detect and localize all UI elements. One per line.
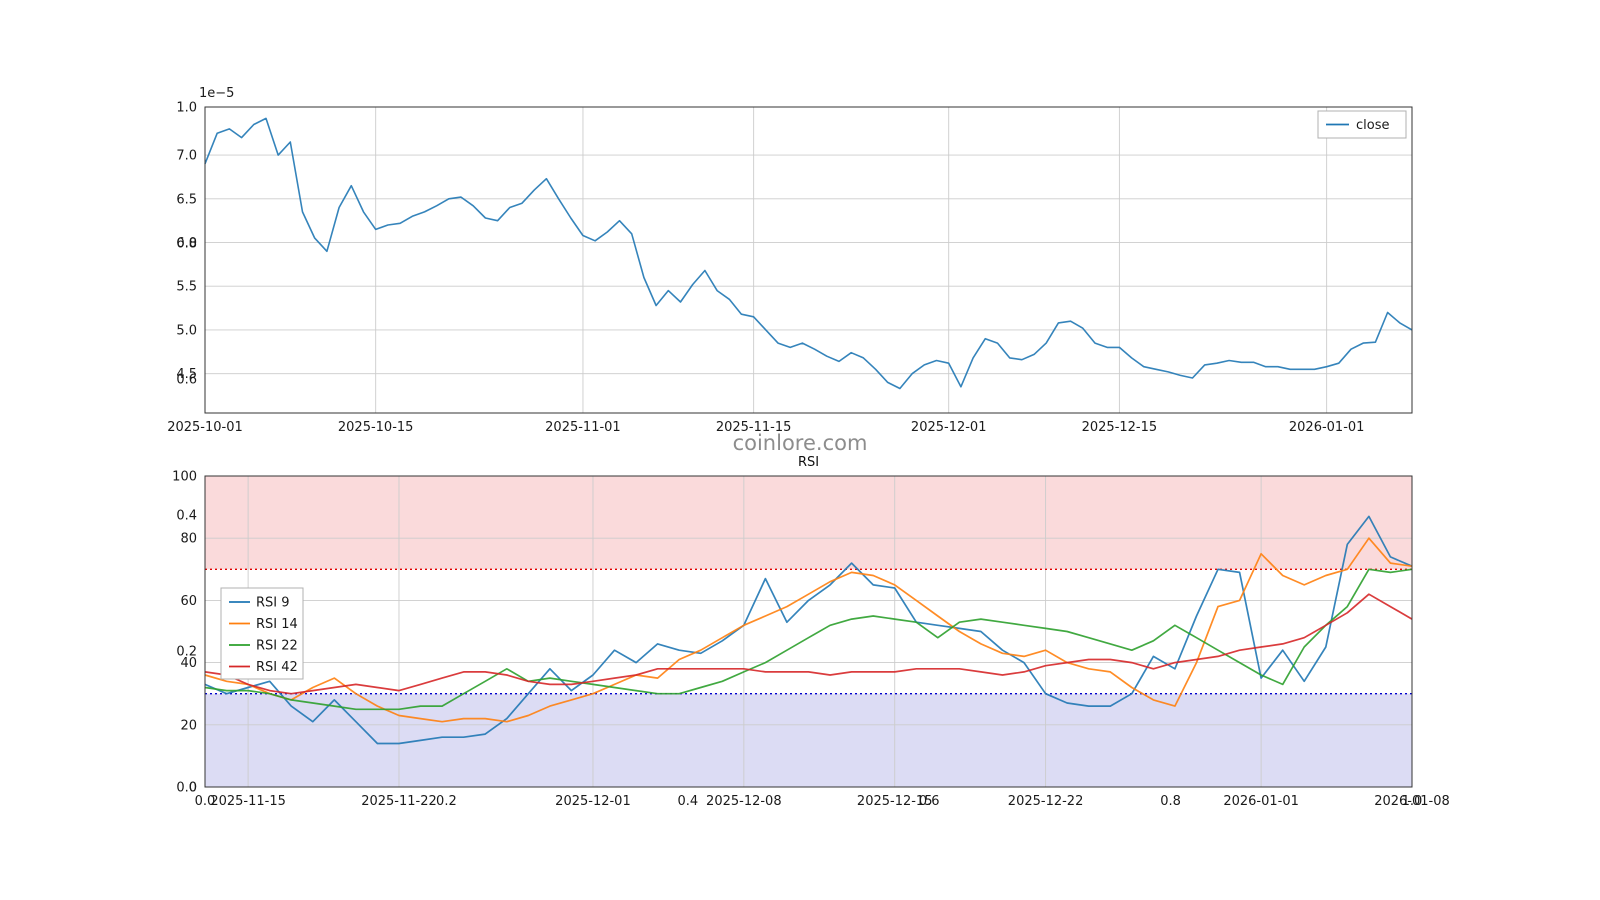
rsi-xtick-label: 2025-12-15 (857, 794, 933, 809)
rsi-series-rsi-9 (204, 515, 1413, 745)
price-xtick-label: 2025-12-15 (1082, 420, 1158, 435)
rsi-xtick-label: 2025-12-22 (1008, 794, 1084, 809)
rsi-xtick-label: 2025-12-08 (706, 794, 782, 809)
rsi-panel: 100 80 60 40 20 0 2025-11-15 2025-11-22 2025-12-… (172, 470, 1450, 810)
rsi-xtick-label: 2025-12-01 (555, 794, 631, 809)
overlay-htick-label: 1.0 (1402, 794, 1423, 809)
rsi-ytick-label: 100 (172, 470, 197, 485)
rsi-xtick-label: 2026-01-08 (1374, 794, 1450, 809)
rsi-series-rsi-22 (204, 568, 1413, 711)
rsi-xtick-label: 2025-11-15 (210, 794, 286, 809)
overlay-htick-label: 0.2 (436, 794, 457, 809)
overlay-vtick-label: 0.2 (176, 645, 197, 660)
price-ytick-label: 7.0 (176, 149, 197, 164)
overlay-vtick-label: 1.0 (176, 101, 197, 116)
rsi-ytick-label: 0 (189, 781, 197, 796)
overlay-htick-label: 0.0 (195, 794, 216, 809)
rsi-ytick-label: 60 (180, 594, 197, 609)
rsi-xtick-label: 2025-11-22 (361, 794, 437, 809)
rsi-series-rsi-14 (204, 537, 1413, 723)
price-ytick-label: 6.0 (176, 236, 197, 251)
price-xtick-label: 2026-01-01 (1289, 420, 1365, 435)
overlay-vtick-label: 0.0 (176, 781, 197, 796)
rsi-legend-label: RSI 9 (256, 596, 290, 611)
rsi-legend-label: RSI 42 (256, 660, 298, 675)
price-axis-offset-label: 1e−5 (199, 86, 234, 101)
overlay-vtick-label: 0.6 (176, 373, 197, 388)
overlay-horizontal-axis: 0.0 0.2 0.4 0.6 0.8 1.0 (195, 794, 1423, 809)
rsi-legend: RSI 9 RSI 14 RSI 22 RSI 42 (220, 587, 304, 680)
overlay-htick-label: 0.6 (919, 794, 940, 809)
overlay-htick-label: 0.4 (677, 794, 698, 809)
overlay-htick-label: 0.8 (1160, 794, 1181, 809)
overlay-vertical-axis: 1.0 0.8 0.6 0.4 0.2 0.0 (176, 101, 197, 796)
price-ytick-label: 5.0 (176, 323, 197, 338)
overlay-vtick-label: 0.8 (176, 237, 197, 252)
price-ytick-label: 4.5 (176, 367, 197, 382)
rsi-legend-label: RSI 22 (256, 639, 298, 654)
price-xtick-label: 2025-10-01 (167, 420, 243, 435)
close-series-line (204, 117, 1413, 390)
price-legend-label: close (1356, 118, 1389, 133)
price-xtick-label: 2025-10-15 (338, 420, 414, 435)
price-panel: 7.0 6.5 6.0 5.5 5.0 4.5 2025-10-01 2025-10-15 20… (167, 86, 1413, 435)
rsi-ytick-label: 40 (180, 656, 197, 671)
overlay-vtick-label: 0.4 (176, 509, 197, 524)
rsi-xtick-label: 2026-01-01 (1223, 794, 1299, 809)
price-xtick-label: 2025-11-15 (716, 420, 792, 435)
price-ytick-label: 5.5 (176, 280, 197, 295)
rsi-ytick-label: 80 (180, 532, 197, 547)
price-legend: close (1317, 110, 1407, 139)
price-xtick-label: 2025-11-01 (545, 420, 621, 435)
price-xtick-label: 2025-12-01 (911, 420, 987, 435)
rsi-legend-label: RSI 14 (256, 617, 298, 632)
rsi-series-rsi-42 (204, 593, 1413, 695)
rsi-title: RSI (797, 455, 820, 470)
rsi-ytick-label: 20 (180, 718, 197, 733)
price-ytick-label: 6.5 (176, 192, 197, 207)
